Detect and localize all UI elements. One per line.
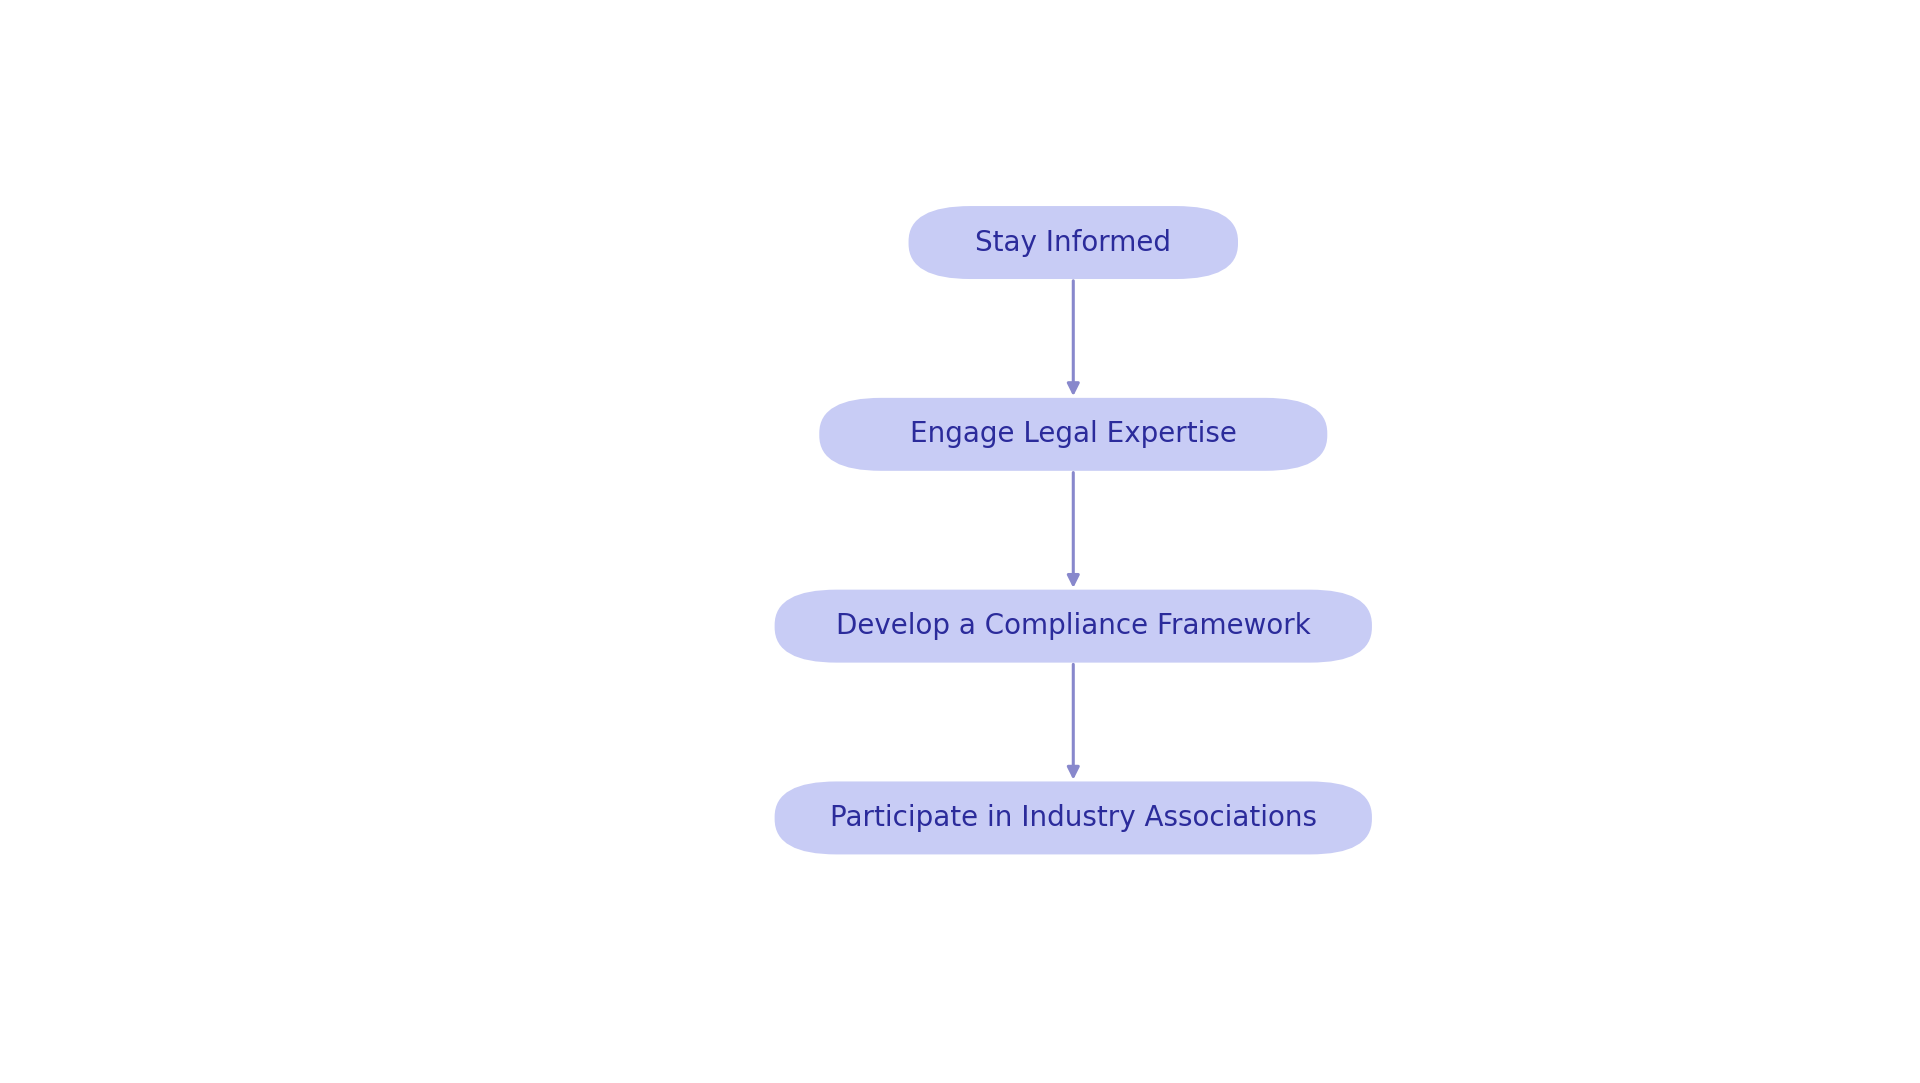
Text: Engage Legal Expertise: Engage Legal Expertise xyxy=(910,420,1236,448)
Text: Stay Informed: Stay Informed xyxy=(975,229,1171,257)
FancyBboxPatch shape xyxy=(776,590,1371,662)
FancyBboxPatch shape xyxy=(910,207,1236,278)
FancyBboxPatch shape xyxy=(820,399,1327,470)
FancyBboxPatch shape xyxy=(776,783,1371,853)
Text: Develop a Compliance Framework: Develop a Compliance Framework xyxy=(835,612,1311,640)
Text: Participate in Industry Associations: Participate in Industry Associations xyxy=(829,804,1317,832)
